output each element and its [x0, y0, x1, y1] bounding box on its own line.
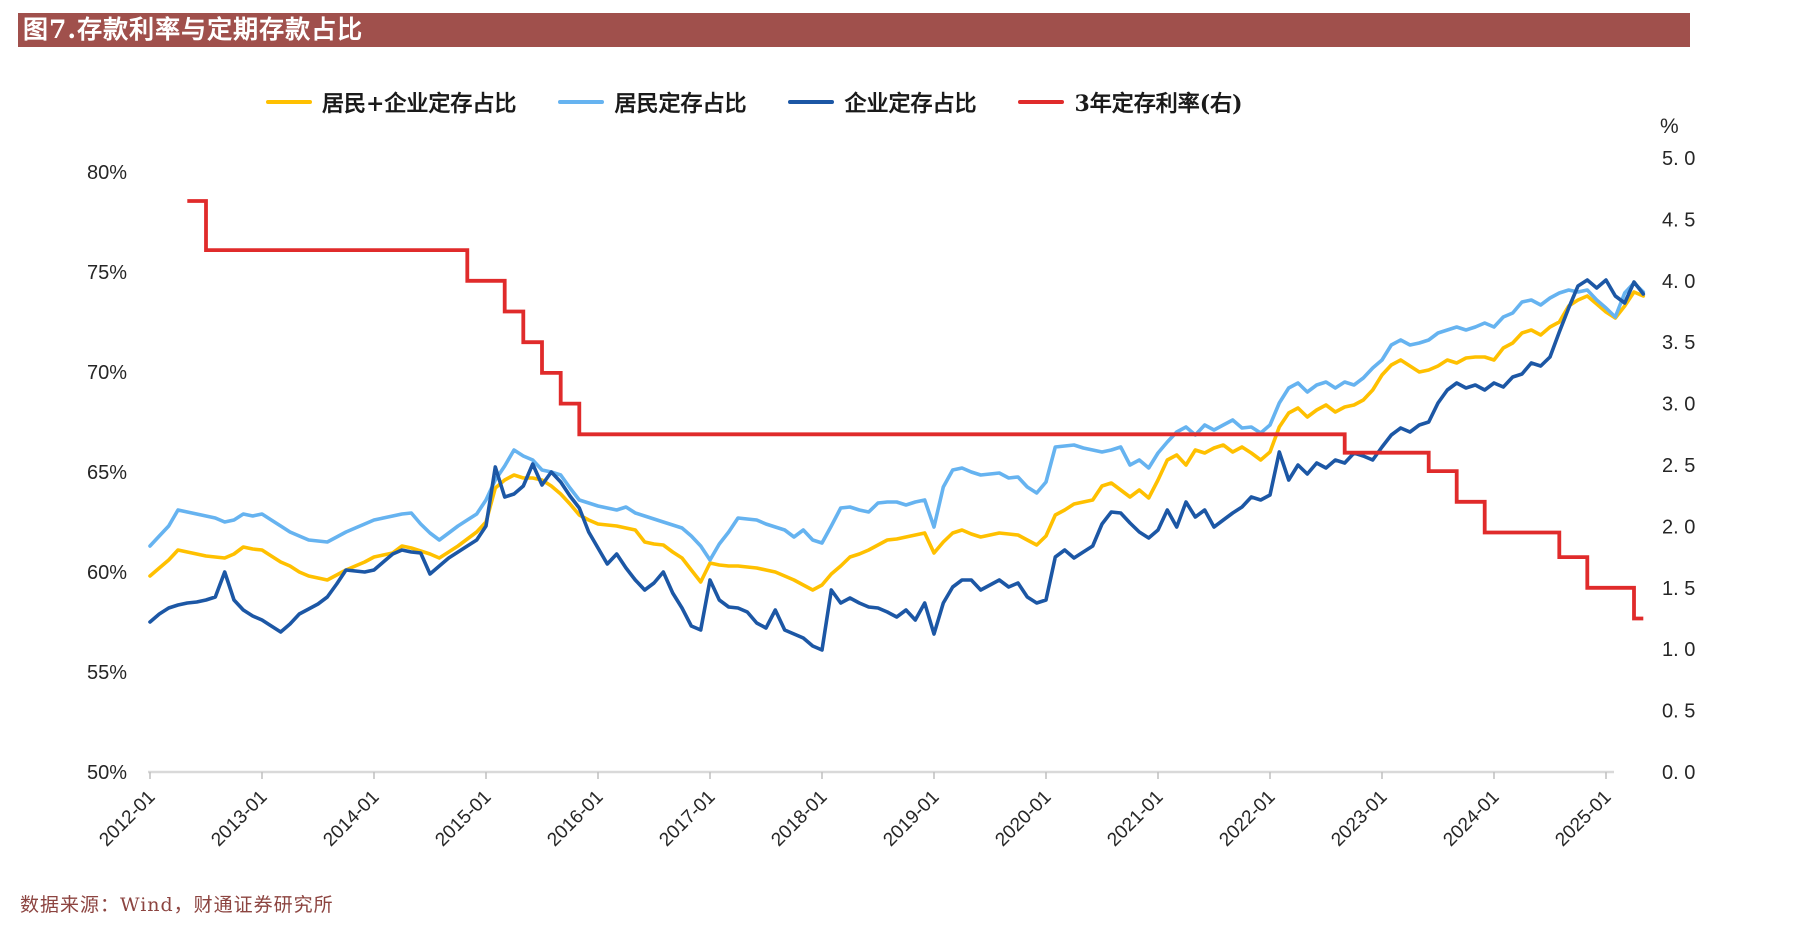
- legend-item-1: 居民定存占比: [558, 86, 746, 118]
- legend-line-icon: [1018, 100, 1065, 104]
- left-axis-label: 65%: [87, 462, 127, 484]
- legend-item-3: 3年定存利率(右): [1018, 86, 1243, 118]
- x-axis-label: 2015-01: [431, 787, 495, 851]
- left-axis-label: 50%: [87, 762, 127, 784]
- x-axis-label: 2013-01: [207, 787, 271, 851]
- legend-label: 3年定存利率(右): [1074, 91, 1243, 117]
- right-axis-label: 4. 5: [1662, 209, 1695, 231]
- x-axis-label: 2017-01: [655, 787, 719, 851]
- x-axis-label: 2016-01: [543, 787, 607, 851]
- left-axis-label: 80%: [87, 162, 127, 184]
- source-note: 数据来源：Wind，财通证券研究所: [20, 894, 334, 916]
- legend-item-0: 居民+企业定存占比: [266, 86, 516, 118]
- legend-line-icon: [266, 100, 312, 104]
- legend-label: 居民+企业定存占比: [322, 91, 517, 117]
- x-axis-label: 2022-01: [1215, 787, 1279, 851]
- legend-label: 居民定存占比: [614, 91, 747, 117]
- x-axis-label: 2021-01: [1103, 787, 1167, 851]
- figure-title-bar: 图7.存款利率与定期存款占比: [18, 13, 1690, 47]
- right-axis-label: 3. 0: [1662, 394, 1695, 416]
- legend-label: 企业定存占比: [844, 91, 977, 117]
- right-axis-label: 1. 0: [1662, 639, 1695, 661]
- right-axis-label: 3. 5: [1662, 332, 1695, 354]
- x-axis-label: 2019-01: [879, 787, 943, 851]
- right-axis-label: 4. 0: [1662, 271, 1695, 293]
- right-axis-label: 0. 0: [1662, 762, 1695, 784]
- right-axis-label: 2. 5: [1662, 455, 1695, 477]
- right-axis-label: 1. 5: [1662, 578, 1695, 600]
- left-axis-label: 70%: [87, 362, 127, 384]
- right-axis-label: 0. 5: [1662, 701, 1695, 723]
- right-axis-label: 5. 0: [1662, 148, 1695, 170]
- left-axis-label: 60%: [87, 562, 127, 584]
- x-axis-label: 2025-01: [1551, 787, 1615, 851]
- x-axis-label: 2018-01: [767, 787, 831, 851]
- line-rate: [187, 199, 1644, 621]
- left-axis-label: 75%: [87, 262, 127, 284]
- x-axis-label: 2023-01: [1327, 787, 1391, 851]
- x-axis-label: 2020-01: [991, 787, 1055, 851]
- legend-line-icon: [788, 100, 835, 104]
- chart-legend: 居民+企业定存占比 居民定存占比 企业定存占比 3年定存利率(右): [266, 86, 1243, 118]
- legend-line-icon: [558, 100, 605, 104]
- line-combined: [148, 290, 1646, 592]
- legend-item-2: 企业定存占比: [788, 86, 976, 118]
- line-corporate: [148, 278, 1646, 652]
- x-axis-label: 2024-01: [1439, 787, 1503, 851]
- figure-title: 图7.存款利率与定期存款占比: [23, 15, 364, 44]
- right-axis-unit: %: [1660, 115, 1679, 138]
- left-axis-label: 55%: [87, 662, 127, 684]
- right-axis-label: 2. 0: [1662, 516, 1695, 538]
- line-resident: [148, 281, 1646, 562]
- x-axis-label: 2014-01: [319, 787, 383, 851]
- x-axis-label: 2012-01: [95, 787, 159, 851]
